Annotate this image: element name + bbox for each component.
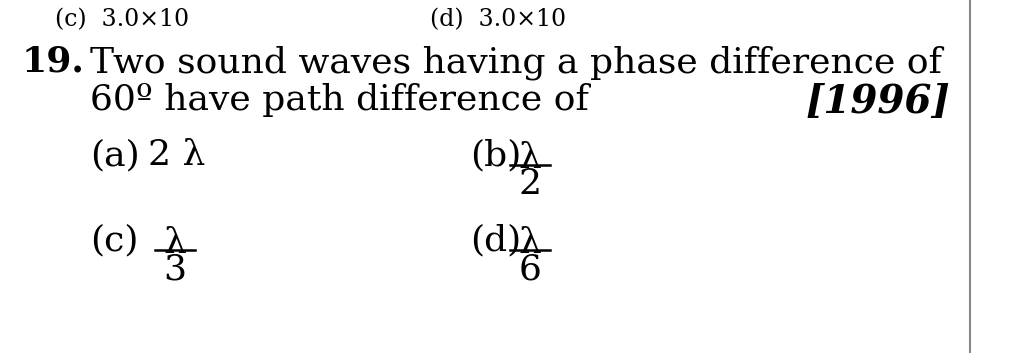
Text: (c)  3.0×10: (c) 3.0×10 [55,8,189,31]
Text: 60º have path difference of: 60º have path difference of [90,83,589,117]
Text: [1996]: [1996] [805,83,950,121]
Text: λ: λ [164,226,186,260]
Text: (a): (a) [90,138,139,172]
Text: (b): (b) [470,138,521,172]
Text: 3: 3 [164,252,186,286]
Text: (c): (c) [90,223,138,257]
Text: λ: λ [518,141,542,175]
Text: 19.: 19. [22,45,85,79]
Text: (d): (d) [470,223,521,257]
Text: 2: 2 [518,167,542,201]
Text: 2 λ: 2 λ [148,138,206,172]
Text: λ: λ [518,226,542,260]
Text: Two sound waves having a phase difference of: Two sound waves having a phase differenc… [90,45,942,79]
Text: 6: 6 [518,252,542,286]
Text: (d)  3.0×10: (d) 3.0×10 [430,8,566,31]
